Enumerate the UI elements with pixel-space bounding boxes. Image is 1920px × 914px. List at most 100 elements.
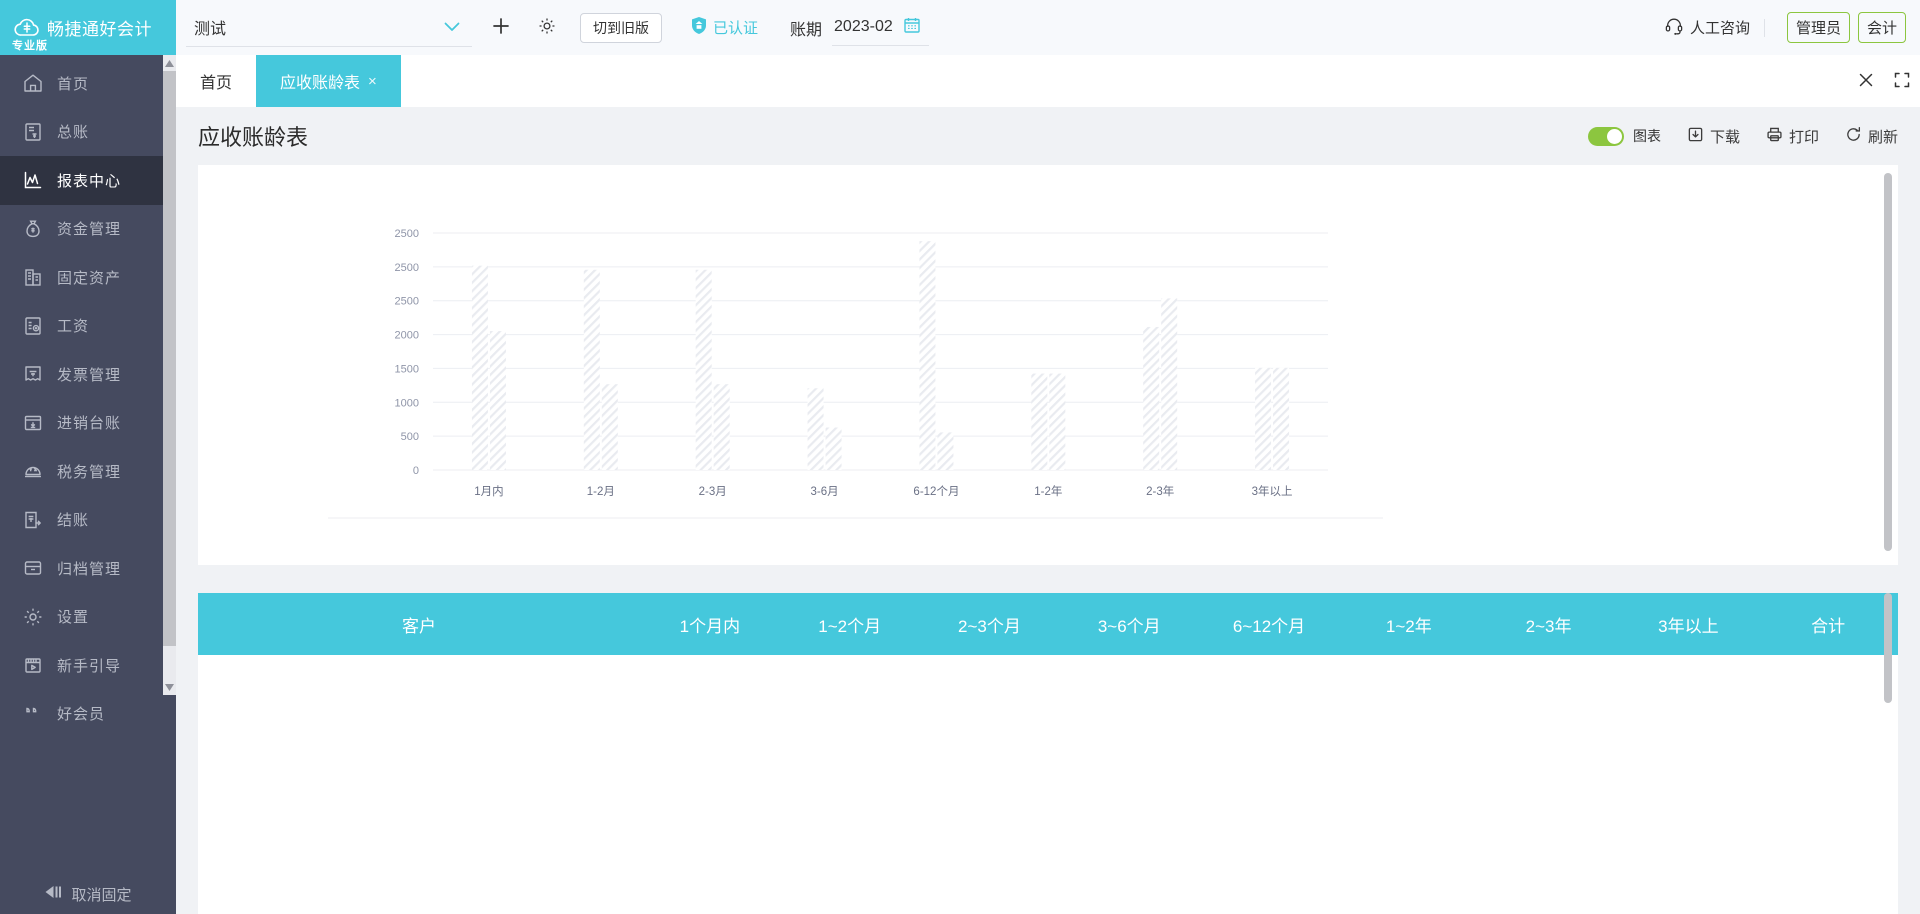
sidebar-item-archive-management[interactable]: 归档管理	[0, 544, 176, 593]
shield-check-icon	[690, 16, 708, 39]
sidebar-item-tax-management[interactable]: 税务管理	[0, 447, 176, 496]
sidebar-item-report-center[interactable]: 报表中心	[0, 156, 176, 205]
role-accountant-label: 会计	[1866, 20, 1897, 37]
add-button[interactable]	[484, 11, 518, 45]
report-chart-icon	[22, 169, 44, 191]
chart-bar	[1161, 298, 1178, 470]
y-axis-tick-label: 2500	[395, 262, 419, 274]
table-body	[198, 655, 1898, 715]
period-selector[interactable]: 账期 2023-02	[790, 10, 929, 46]
table-header-cell: 3~6个月	[1097, 616, 1161, 636]
sidebar-pin-toggle[interactable]: 取消固定	[0, 874, 176, 914]
verified-label: 已认证	[713, 20, 759, 37]
money-bag-icon	[22, 218, 44, 240]
sidebar-item-general-ledger[interactable]: 总账	[0, 108, 176, 157]
chart-bar	[825, 427, 842, 470]
tab-home[interactable]: 首页	[176, 55, 256, 107]
refresh-button[interactable]: 刷新	[1845, 126, 1898, 147]
chart-bar	[1255, 367, 1272, 470]
sidebar-item-payroll[interactable]: 工资	[0, 302, 176, 351]
close-tabs-button[interactable]	[1848, 55, 1884, 107]
sidebar-item-settle[interactable]: 结账	[0, 496, 176, 545]
sidebar-item-label: 工资	[57, 318, 90, 336]
ar-aging-bar-chart: 2500 2500 2500 2000 1500 1000 500 0 1月内 1-2月 2-3月 3…	[328, 228, 1383, 519]
sidebar-item-home[interactable]: 首页	[0, 59, 176, 108]
calendar-icon	[903, 16, 921, 39]
sidebar-item-invoice-management[interactable]: 发票管理	[0, 350, 176, 399]
sidebar-item-label: 好会员	[57, 706, 106, 724]
sidebar-pin-label: 取消固定	[71, 886, 132, 904]
logo-row: 畅捷通好会计	[14, 15, 176, 40]
tab-close-icon[interactable]: ×	[368, 72, 377, 90]
plus-icon	[491, 16, 511, 39]
sidebar-item-fixed-assets[interactable]: 固定资产	[0, 253, 176, 302]
switch-old-version-label: 切到旧版	[593, 19, 649, 36]
x-axis-tick-label: 2-3年	[1146, 484, 1174, 498]
gear-icon	[537, 16, 557, 39]
building-icon	[22, 266, 44, 288]
gear-icon	[22, 606, 44, 628]
cloud-logo-icon	[14, 17, 40, 39]
print-button[interactable]: 打印	[1766, 126, 1819, 147]
headset-icon	[1664, 16, 1684, 40]
verified-badge[interactable]: 已认证	[690, 16, 758, 39]
tab-ar-aging-report[interactable]: 应收账龄表 ×	[256, 55, 401, 107]
scroll-down-icon[interactable]	[163, 679, 176, 695]
sidebar-item-settings[interactable]: 设置	[0, 593, 176, 642]
y-axis-tick-label: 1500	[395, 363, 419, 375]
sidebar-item-label: 发票管理	[57, 366, 122, 384]
scroll-up-icon[interactable]	[163, 55, 176, 71]
chart-bar	[1049, 373, 1066, 470]
sidebar-item-label: 报表中心	[57, 172, 122, 190]
table-header-row: 客户 1个月内 1~2个月 2~3个月 3~6个月 6~12个月 1~2年 2~3年 3年以上 合…	[198, 593, 1898, 655]
company-selector[interactable]: 测试	[186, 9, 472, 47]
toggle-switch[interactable]	[1587, 126, 1624, 146]
content-scrollbar-thumb-2[interactable]	[1884, 593, 1892, 703]
sidebar-item-label: 资金管理	[57, 221, 122, 239]
sidebar-item-stock-ledger[interactable]: 进销台账	[0, 399, 176, 448]
brand-logo[interactable]: 畅捷通好会计 专业版	[0, 0, 176, 55]
table-header-cell: 2~3个月	[958, 616, 1021, 636]
table-header-cell: 1~2年	[1385, 616, 1432, 636]
tax-icon	[22, 460, 44, 482]
sidebar-scroll-thumb[interactable]	[163, 71, 176, 646]
fullscreen-button[interactable]	[1884, 55, 1920, 107]
x-axis-tick-label: 3年以上	[1252, 484, 1293, 498]
chart-toggle[interactable]: 图表	[1587, 126, 1661, 146]
print-label: 打印	[1788, 128, 1819, 146]
guide-video-icon	[22, 654, 44, 676]
brand-name: 畅捷通好会计	[47, 20, 152, 39]
period-label: 账期	[790, 21, 823, 39]
tab-label: 首页	[200, 75, 233, 92]
sidebar-item-fund-management[interactable]: 资金管理	[0, 205, 176, 254]
tab-bar: 首页 应收账龄表 ×	[176, 55, 1920, 107]
consult-label: 人工咨询	[1689, 20, 1750, 37]
chart-bar	[583, 269, 600, 470]
table-header-cell: 客户	[402, 616, 436, 636]
switch-old-version-button[interactable]: 切到旧版	[580, 12, 662, 43]
topbar-divider	[1763, 18, 1765, 37]
close-icon	[1857, 71, 1875, 92]
sidebar: 畅捷通好会计 专业版 首页	[0, 0, 176, 914]
content-scrollbar-thumb[interactable]	[1884, 173, 1892, 551]
table-header-cell: 1个月内	[679, 616, 741, 636]
role-accountant-button[interactable]: 会计	[1857, 12, 1906, 43]
sidebar-item-label: 固定资产	[57, 269, 122, 287]
sidebar-item-guide[interactable]: 新手引导	[0, 641, 176, 690]
page-header: 应收账龄表 图表	[176, 107, 1920, 165]
table-card: 客户 1个月内 1~2个月 2~3个月 3~6个月 6~12个月 1~2年 2~3年 3年以上 合…	[198, 593, 1898, 914]
chart-bar	[1143, 326, 1160, 470]
sidebar-item-label: 进销台账	[57, 415, 122, 433]
role-admin-button[interactable]: 管理员	[1786, 12, 1850, 43]
y-axis-tick-label: 1000	[395, 397, 419, 409]
settings-button[interactable]	[530, 11, 564, 45]
sidebar-scrollbar[interactable]	[163, 55, 176, 695]
sidebar-item-member[interactable]: 好会员	[0, 690, 176, 739]
chart-bar	[1031, 373, 1048, 470]
consult-button[interactable]: 人工咨询	[1664, 16, 1750, 40]
page-toolbar: 图表 下载	[1587, 126, 1898, 147]
chart-bar	[807, 388, 824, 470]
y-axis-tick-label: 500	[401, 431, 419, 443]
download-button[interactable]: 下载	[1687, 126, 1740, 147]
period-value-box[interactable]: 2023-02	[832, 10, 929, 46]
